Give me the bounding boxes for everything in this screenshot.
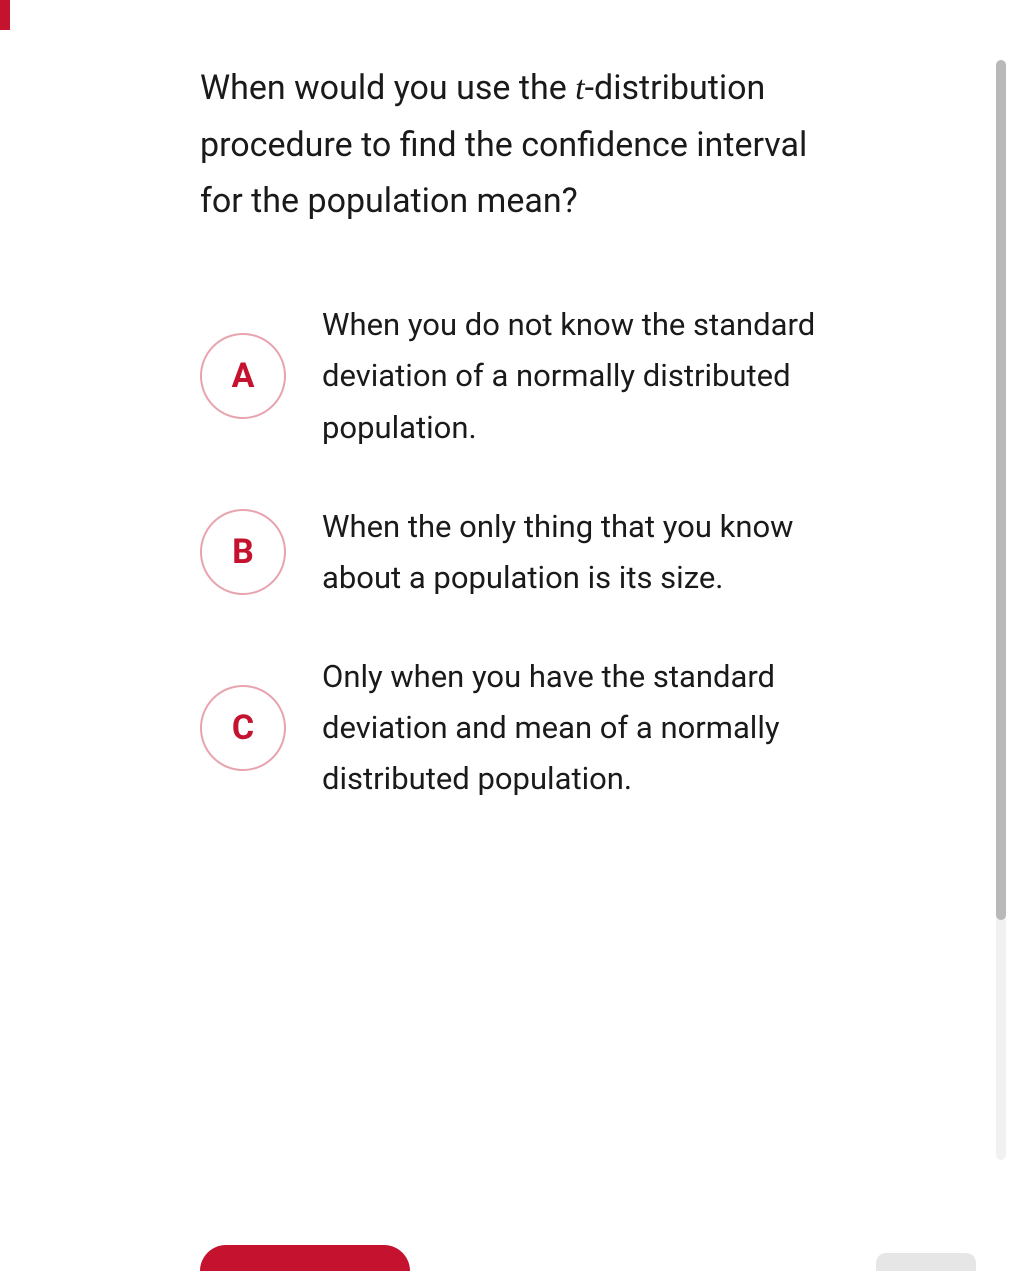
bottom-grey-element <box>876 1253 976 1271</box>
scrollbar-track[interactable] <box>996 60 1006 1160</box>
quiz-page: When would you use the t-distribution pr… <box>0 0 1024 1271</box>
option-b-letter-circle: B <box>200 509 286 595</box>
option-b[interactable]: B When the only thing that you know abou… <box>200 501 824 603</box>
option-a-text: When you do not know the standard deviat… <box>322 299 824 452</box>
question-italic-var: t <box>575 70 584 107</box>
option-c-letter-circle: C <box>200 685 286 771</box>
submit-button-partial[interactable] <box>200 1245 410 1271</box>
option-a[interactable]: A When you do not know the standard devi… <box>200 299 824 452</box>
question-text: When would you use the t-distribution pr… <box>200 60 824 229</box>
scrollbar-thumb[interactable] <box>996 60 1006 920</box>
option-c-letter: C <box>232 708 254 748</box>
option-b-letter: B <box>232 532 254 572</box>
accent-bar <box>0 0 10 30</box>
option-c[interactable]: C Only when you have the standard deviat… <box>200 651 824 804</box>
content-area: When would you use the t-distribution pr… <box>0 0 1024 804</box>
question-prefix: When would you use the <box>200 68 575 108</box>
option-b-text: When the only thing that you know about … <box>322 501 824 603</box>
option-a-letter: A <box>232 356 255 396</box>
option-a-letter-circle: A <box>200 333 286 419</box>
option-c-text: Only when you have the standard deviatio… <box>322 651 824 804</box>
options-list: A When you do not know the standard devi… <box>200 299 824 804</box>
